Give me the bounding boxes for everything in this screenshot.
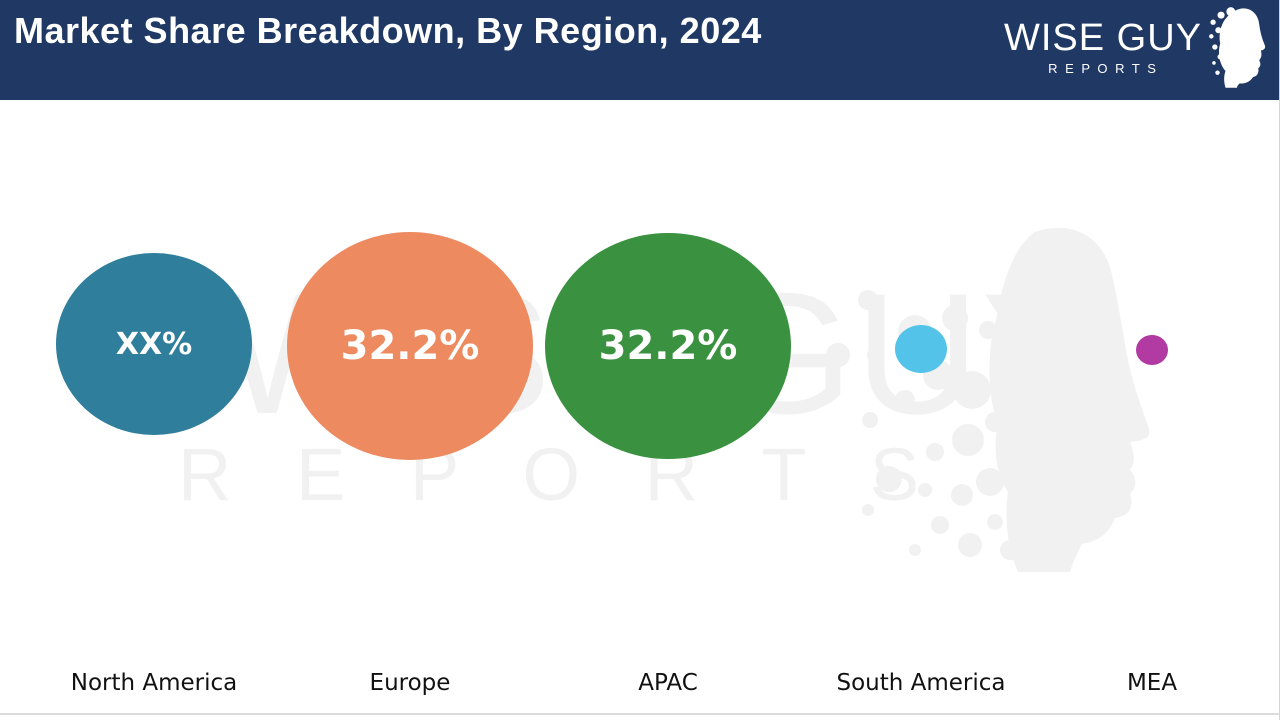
wise-guy-head-icon bbox=[1209, 7, 1266, 88]
bubble-north-america: XX% bbox=[56, 253, 252, 435]
category-label-apac: APAC bbox=[638, 670, 698, 696]
category-label-mea: MEA bbox=[1126, 670, 1178, 696]
chart-area: WISE GUY R E P O R T S XX% 32.2% 32.2% bbox=[0, 100, 1279, 720]
bottom-divider bbox=[0, 713, 1279, 715]
logo-wordmark: WISE GUY bbox=[1003, 16, 1202, 59]
bubble-apac: 32.2% bbox=[545, 233, 791, 459]
bubble-label: 32.2% bbox=[340, 323, 480, 369]
watermark-subtitle: R E P O R T S bbox=[178, 433, 942, 516]
bubble-south-america bbox=[895, 325, 947, 373]
category-label-north-america: North America bbox=[70, 670, 238, 696]
logo-text-block: WISE GUY R E P O R T S bbox=[1003, 16, 1202, 77]
wise-guy-logo: WISE GUY R E P O R T S bbox=[1004, 6, 1268, 88]
category-label-europe: Europe bbox=[369, 670, 451, 696]
logo-subtitle: R E P O R T S bbox=[1048, 61, 1158, 77]
watermark-head-graphic bbox=[826, 227, 1150, 572]
page-title: Market Share Breakdown, By Region, 2024 bbox=[14, 10, 762, 51]
header-bar: Market Share Breakdown, By Region, 2024 … bbox=[0, 0, 1279, 100]
bubble-label: XX% bbox=[115, 326, 193, 362]
bubble-label: 32.2% bbox=[598, 323, 738, 369]
bubble-europe: 32.2% bbox=[287, 232, 533, 460]
category-label-south-america: South America bbox=[836, 670, 1006, 696]
bubble-mea bbox=[1136, 335, 1168, 365]
